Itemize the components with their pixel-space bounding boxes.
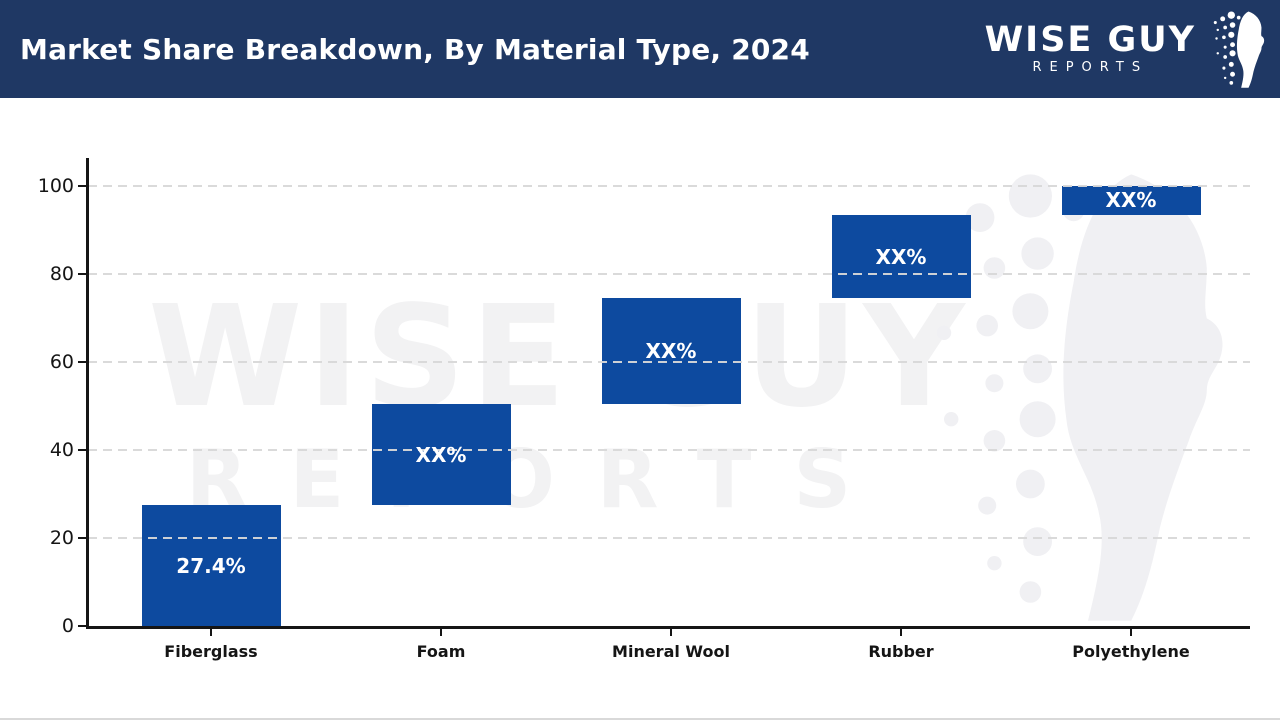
- y-tick-label-40: 40: [49, 438, 74, 461]
- bar-mineral-wool: [601, 297, 741, 404]
- header-bar: Market Share Breakdown, By Material Type…: [0, 0, 1280, 98]
- bar-value-label-polyethylene: XX%: [1105, 188, 1157, 213]
- gridline-20: [88, 536, 1250, 539]
- y-axis-spine: [86, 158, 89, 628]
- x-tick-label-rubber: Rubber: [868, 642, 934, 661]
- y-tick-label-100: 100: [37, 174, 74, 197]
- x-tick-mark-mineral-wool: [670, 628, 672, 636]
- x-tick-label-polyethylene: Polyethylene: [1072, 642, 1190, 661]
- y-tick-mark-20: [78, 536, 86, 539]
- x-axis-spine: [86, 626, 1250, 629]
- dotted-head-icon: [1204, 9, 1266, 89]
- bar-value-label-mineral-wool: XX%: [645, 338, 697, 363]
- logo-wordmark: WISE GUY: [984, 20, 1196, 60]
- y-tick-label-20: 20: [49, 526, 74, 549]
- y-tick-label-0: 0: [61, 615, 74, 637]
- x-tick-label-mineral-wool: Mineral Wool: [612, 642, 730, 661]
- gridline-40: [88, 448, 1250, 451]
- y-tick-label-80: 80: [49, 262, 74, 285]
- y-tick-mark-100: [78, 184, 86, 187]
- gridline-100: [88, 184, 1250, 187]
- bar-fiberglass: [141, 505, 281, 626]
- page-title: Market Share Breakdown, By Material Type…: [20, 32, 810, 66]
- x-tick-label-fiberglass: Fiberglass: [164, 642, 258, 661]
- x-tick-label-foam: Foam: [416, 642, 466, 661]
- y-tick-mark-80: [78, 272, 86, 275]
- x-tick-mark-polyethylene: [1130, 628, 1132, 636]
- bottom-border: [0, 718, 1280, 720]
- bar-foam: [371, 403, 511, 506]
- x-tick-mark-fiberglass: [210, 628, 212, 636]
- y-tick-mark-40: [78, 448, 86, 451]
- logo-text: WISE GUY REPORTS: [985, 22, 1196, 76]
- watermark-subtitle: REPORTS: [186, 433, 894, 526]
- y-tick-mark-0: [78, 625, 86, 627]
- bar-rubber: [831, 215, 971, 298]
- bar-value-label-foam: XX%: [415, 442, 467, 467]
- gridline-60: [88, 360, 1250, 363]
- y-tick-mark-60: [78, 360, 86, 363]
- watermark-wordmark: WISE GUY: [148, 276, 970, 439]
- logo-subtitle: REPORTS: [1032, 60, 1149, 75]
- bar-polyethylene: [1061, 185, 1201, 216]
- x-tick-mark-foam: [440, 628, 442, 636]
- y-tick-label-60: 60: [49, 350, 74, 373]
- x-tick-mark-rubber: [900, 628, 902, 636]
- bar-value-label-rubber: XX%: [875, 244, 927, 269]
- gridline-80: [88, 272, 1250, 275]
- bar-value-label-fiberglass: 27.4%: [176, 553, 246, 578]
- wise-guy-reports-logo: WISE GUY REPORTS: [985, 9, 1280, 89]
